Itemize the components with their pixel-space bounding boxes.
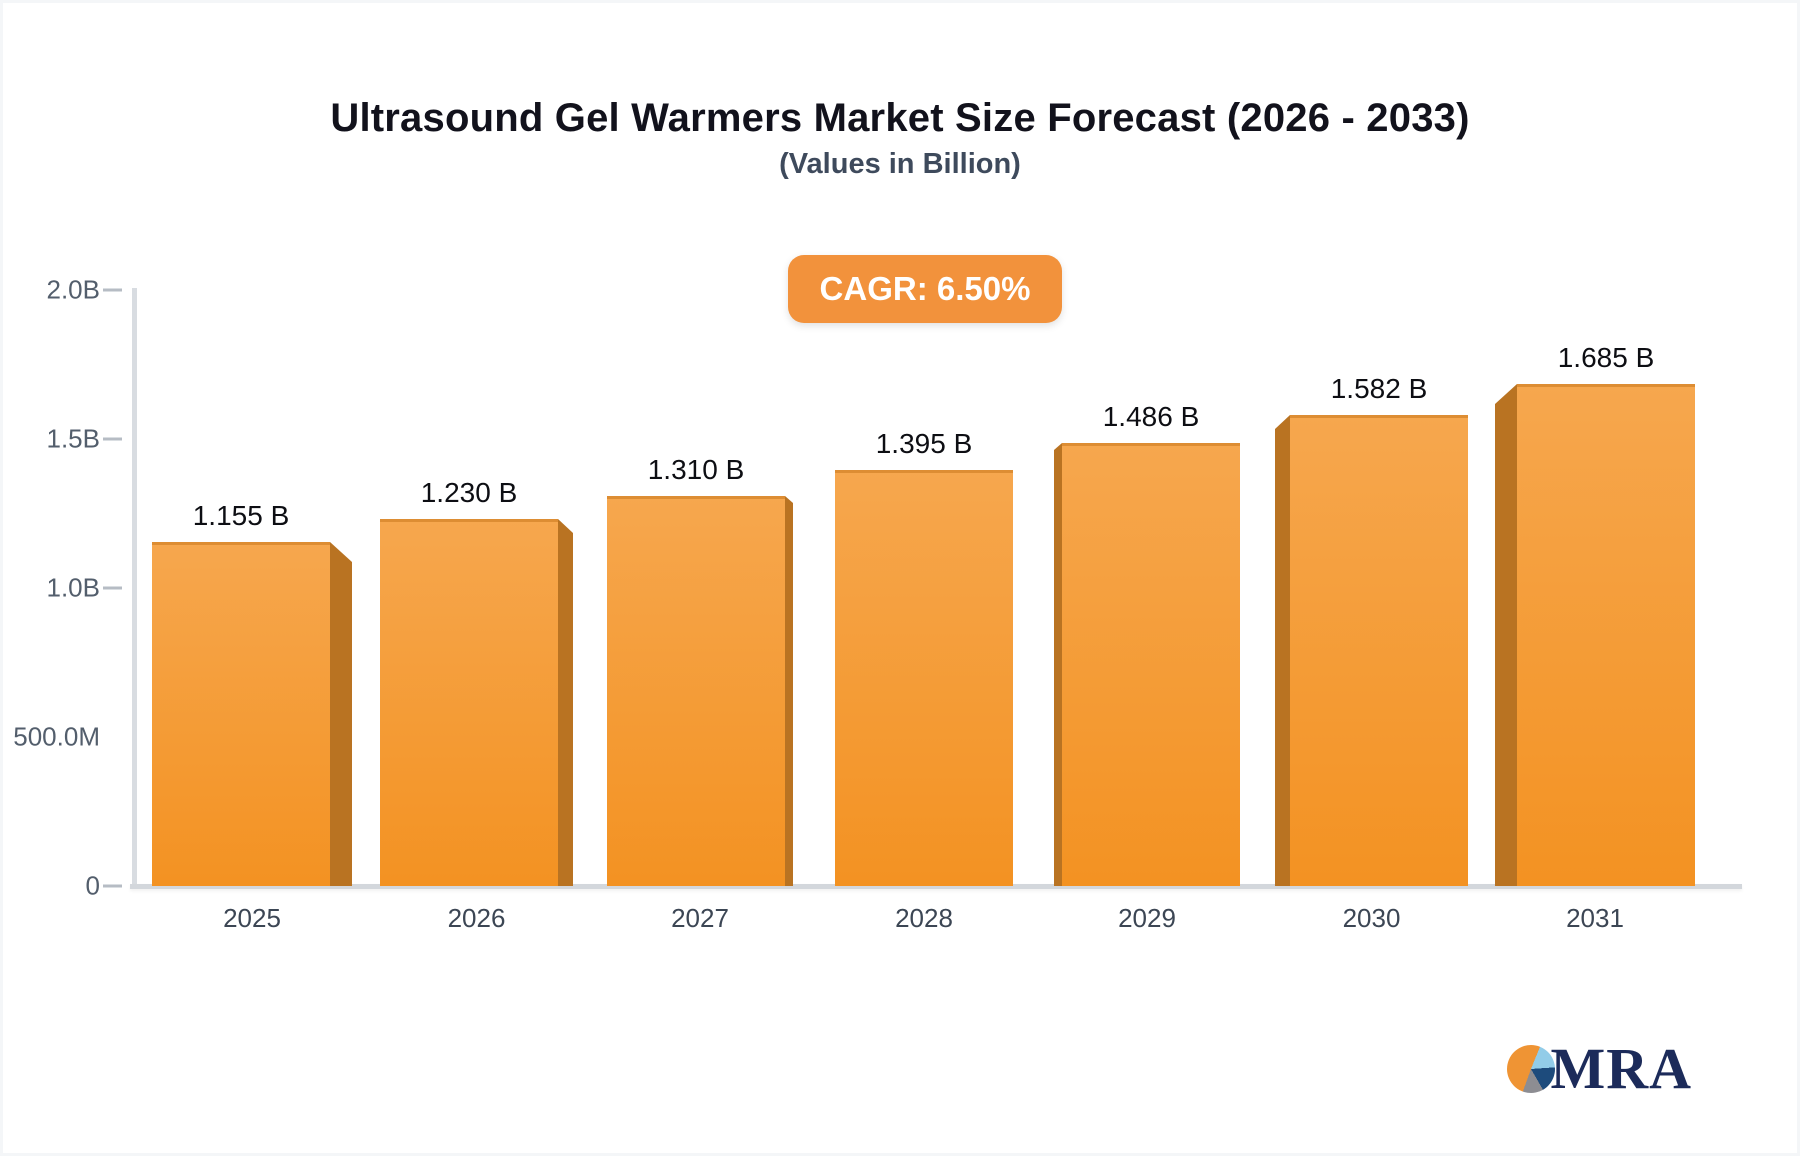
y-tick-label: 500.0M xyxy=(13,721,100,752)
cagr-badge-label: CAGR: 6.50% xyxy=(819,270,1031,307)
bar-side-shade xyxy=(1495,384,1517,886)
x-axis-label: 2028 xyxy=(895,903,953,933)
y-tick-mark xyxy=(103,288,122,292)
y-tick-label: 1.0B xyxy=(46,572,101,603)
x-axis-baseline xyxy=(130,884,1742,889)
bar-value-label: 1.685 B xyxy=(1557,342,1655,373)
y-tick-mark xyxy=(103,884,122,888)
bar-value-label: 1.155 B xyxy=(192,500,290,531)
bar-side-shade xyxy=(330,542,352,886)
bar-face xyxy=(152,542,330,886)
bar-face xyxy=(835,470,1013,886)
chart-title: Ultrasound Gel Warmers Market Size Forec… xyxy=(330,96,1470,140)
y-tick-label: 2.0B xyxy=(46,274,101,305)
bar-value-label: 1.395 B xyxy=(875,428,973,459)
bar-side-shade xyxy=(1054,443,1062,886)
x-axis-label: 2025 xyxy=(223,903,281,933)
y-tick-mark xyxy=(103,437,122,441)
bar-value-label: 1.582 B xyxy=(1330,373,1428,404)
logo-text: MRA xyxy=(1550,1036,1692,1101)
bar-face xyxy=(380,519,558,886)
y-tick-label: 1.5B xyxy=(46,423,101,454)
bar-value-label: 1.310 B xyxy=(647,454,745,485)
logo-pie-icon xyxy=(1507,1045,1556,1093)
bar-side-shade xyxy=(1275,415,1290,886)
cagr-badge: CAGR: 6.50% xyxy=(788,255,1062,323)
x-axis-label: 2030 xyxy=(1342,903,1401,933)
bar-face xyxy=(1517,384,1695,886)
x-axis-label: 2029 xyxy=(1118,903,1176,933)
bar-value-label: 1.230 B xyxy=(420,477,518,508)
bar-value-label: 1.486 B xyxy=(1102,401,1200,432)
y-axis-line xyxy=(132,288,137,888)
chart-subtitle: (Values in Billion) xyxy=(779,148,1021,180)
x-axis-label: 2027 xyxy=(671,903,729,933)
bar-face xyxy=(1290,415,1468,886)
bar-face xyxy=(1062,443,1240,886)
bar-side-shade xyxy=(558,519,573,886)
bar-face xyxy=(607,496,785,886)
logo: MRA xyxy=(1507,1036,1692,1101)
y-tick-mark xyxy=(103,586,122,590)
y-tick-label: 0 xyxy=(85,870,100,901)
x-axis-label: 2031 xyxy=(1566,903,1624,933)
bar-side-shade xyxy=(785,496,793,886)
x-axis-label: 2026 xyxy=(447,903,506,933)
